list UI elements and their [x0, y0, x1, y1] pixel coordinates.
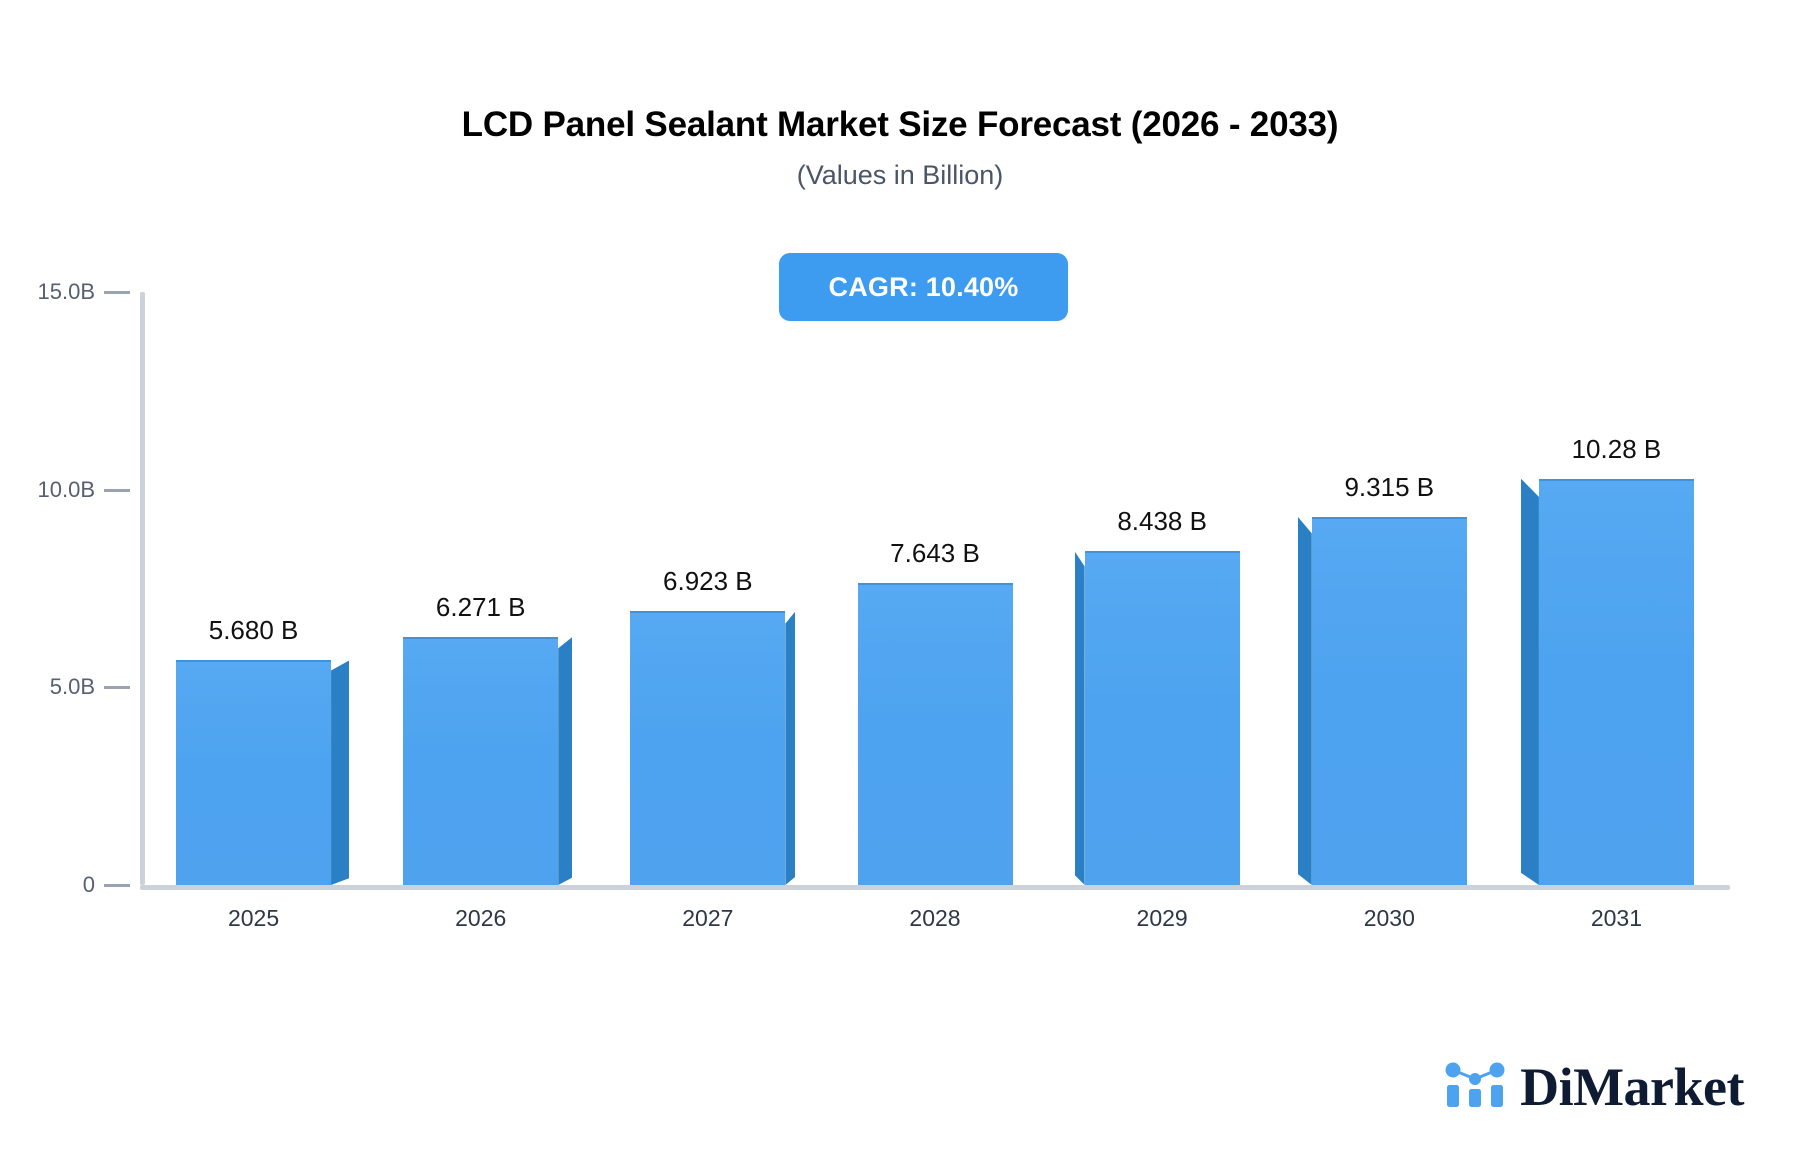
bar-3d-side — [331, 660, 350, 885]
bar-front-face[interactable] — [1538, 478, 1694, 885]
y-tick-mark — [104, 488, 130, 492]
bar-front-face[interactable] — [176, 660, 332, 885]
bar-front-face[interactable] — [1084, 551, 1240, 885]
y-tick-label: 10.0B — [37, 476, 96, 502]
y-tick-label: 15.0B — [37, 279, 96, 304]
bar-column[interactable]: 10.28 B — [1520, 288, 1694, 885]
cagr-badge: CAGR: 10.40% — [779, 253, 1068, 321]
x-tick-label: 2028 — [909, 905, 961, 931]
x-tick-label: 2025 — [227, 905, 280, 931]
bar-3d-side — [558, 637, 573, 885]
bar-3d-side — [785, 611, 796, 885]
y-tick-mark — [104, 291, 130, 294]
bar-3d-side — [1074, 551, 1085, 885]
bar-front-face[interactable] — [1311, 516, 1467, 885]
bar-chart-logo-icon — [1444, 1059, 1506, 1114]
x-tick-label: 2031 — [1590, 905, 1643, 931]
bar-value-label: 8.438 B — [1117, 506, 1207, 537]
bar-value-label: 5.680 B — [208, 615, 299, 646]
y-axis-line — [140, 292, 145, 885]
bar-3d-side — [1297, 516, 1312, 885]
bar-front-face[interactable] — [403, 637, 559, 885]
bar-value-label: 10.28 B — [1571, 433, 1662, 464]
bar-value-label: 7.643 B — [890, 537, 980, 568]
bar-front-face[interactable] — [630, 611, 786, 885]
bar-column[interactable]: 7.643 B — [857, 288, 1013, 885]
y-tick-label: 5.0B — [49, 674, 95, 700]
plot-area: 15.0B 10.0B 5.0B 0 5.680 B 6.271 B 6.923 B 7.6… — [38, 279, 1730, 897]
bar-series: 5.680 B 6.271 B 6.923 B 7.643 B 8.438 B 9.315… — [140, 288, 1730, 885]
chart-header: LCD Panel Sealant Market Size Forecast (… — [0, 104, 1800, 191]
x-tick-label: 2030 — [1363, 905, 1415, 931]
bar-column[interactable]: 6.271 B — [403, 288, 573, 885]
bar-column[interactable]: 6.923 B — [630, 288, 796, 885]
bar-column[interactable]: 9.315 B — [1297, 288, 1467, 885]
bar-3d-side — [1520, 478, 1539, 885]
y-tick-mark — [104, 686, 130, 690]
bar-front-face[interactable] — [857, 582, 1013, 885]
x-axis-labels: 2025 2026 2027 2028 2029 2030 2031 — [140, 905, 1730, 945]
x-tick-label: 2026 — [455, 905, 507, 931]
chart-title: LCD Panel Sealant Market Size Forecast (… — [461, 105, 1339, 144]
y-tick-mark — [104, 884, 130, 887]
x-axis-line — [140, 885, 1730, 890]
brand-name: DiMarket — [1520, 1056, 1744, 1117]
x-tick-label: 2029 — [1136, 905, 1188, 931]
chart-subtitle: (Values in Billion) — [796, 160, 1004, 190]
bar-value-label: 6.271 B — [435, 592, 526, 623]
bar-value-label: 9.315 B — [1344, 471, 1435, 502]
y-tick-label: 0 — [82, 872, 95, 897]
x-tick-label: 2027 — [682, 905, 734, 931]
bar-value-label: 6.923 B — [663, 566, 753, 597]
brand-logo: DiMarket — [1444, 1059, 1744, 1114]
bar-column[interactable]: 8.438 B — [1074, 288, 1240, 885]
bar-column[interactable]: 5.680 B — [176, 288, 350, 885]
